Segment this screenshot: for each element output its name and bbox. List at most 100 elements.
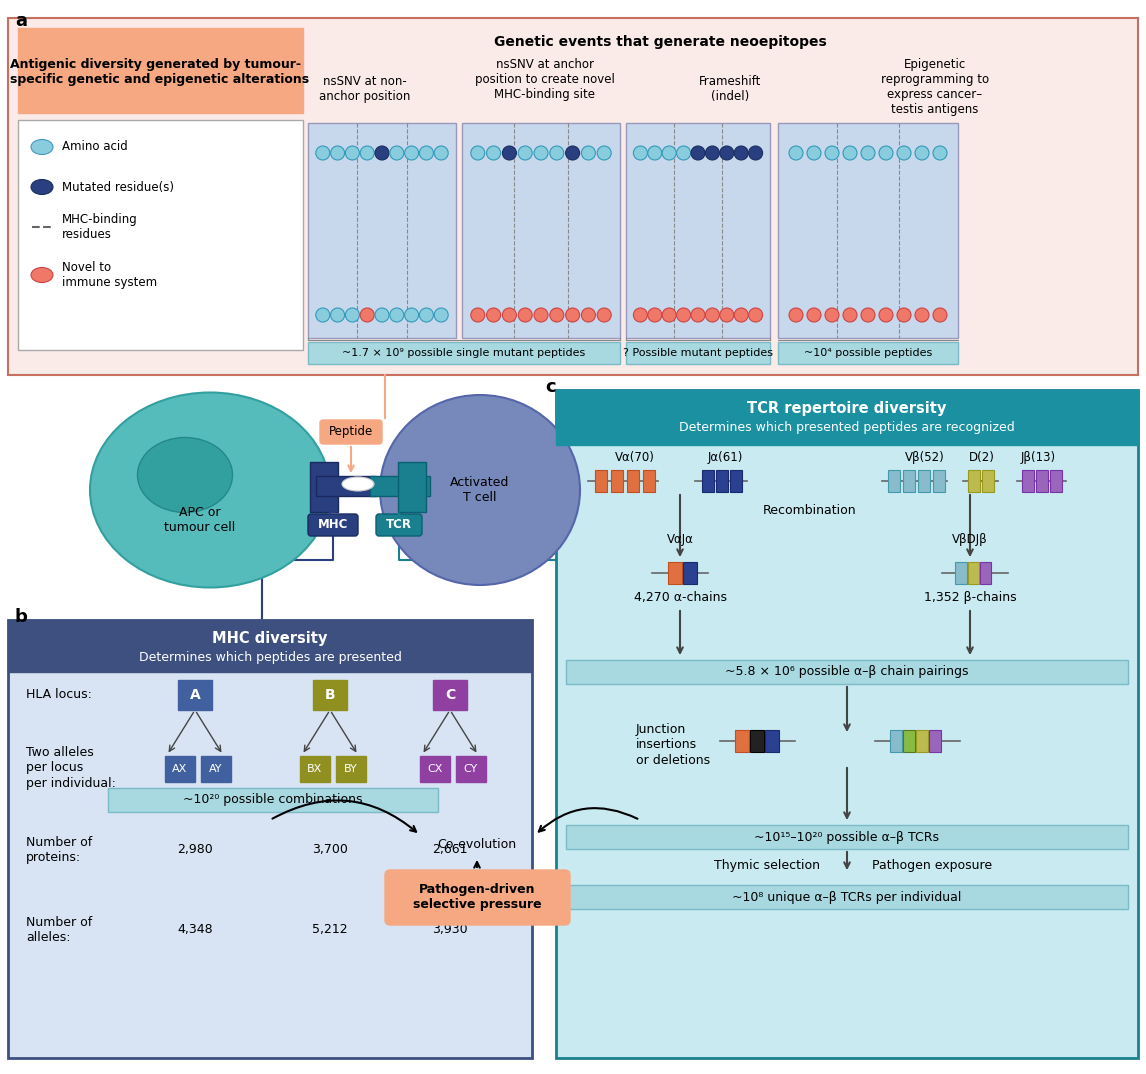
Bar bbox=[888, 470, 900, 492]
Text: MHC-binding
residues: MHC-binding residues bbox=[62, 213, 138, 241]
Text: Junction
insertions
or deletions: Junction insertions or deletions bbox=[636, 724, 711, 767]
Ellipse shape bbox=[518, 308, 532, 322]
Ellipse shape bbox=[691, 146, 705, 160]
Ellipse shape bbox=[434, 308, 448, 322]
Ellipse shape bbox=[879, 146, 893, 160]
Text: nsSNV at anchor
position to create novel
MHC-binding site: nsSNV at anchor position to create novel… bbox=[476, 58, 615, 101]
Ellipse shape bbox=[720, 146, 733, 160]
Bar bbox=[968, 470, 980, 492]
Ellipse shape bbox=[31, 267, 53, 282]
Ellipse shape bbox=[861, 308, 876, 322]
Bar bbox=[955, 562, 967, 584]
Bar bbox=[778, 124, 958, 338]
Ellipse shape bbox=[748, 308, 762, 322]
Ellipse shape bbox=[566, 146, 580, 160]
Ellipse shape bbox=[419, 146, 433, 160]
Text: ~1.7 × 10⁹ possible single mutant peptides: ~1.7 × 10⁹ possible single mutant peptid… bbox=[343, 348, 586, 358]
Ellipse shape bbox=[550, 146, 564, 160]
Text: Vα(70): Vα(70) bbox=[615, 451, 654, 464]
Text: Thymic selection: Thymic selection bbox=[714, 858, 821, 871]
Bar bbox=[108, 788, 438, 812]
Ellipse shape bbox=[471, 146, 485, 160]
Ellipse shape bbox=[390, 146, 403, 160]
Bar bbox=[8, 620, 532, 1058]
Bar bbox=[918, 470, 931, 492]
Text: Jβ(13): Jβ(13) bbox=[1020, 451, 1055, 464]
Bar bbox=[8, 18, 1138, 375]
Ellipse shape bbox=[434, 146, 448, 160]
Bar bbox=[316, 476, 376, 496]
Ellipse shape bbox=[31, 179, 53, 194]
Ellipse shape bbox=[706, 146, 720, 160]
Text: Vβ(52): Vβ(52) bbox=[905, 451, 944, 464]
Bar bbox=[308, 342, 620, 364]
Text: 4,348: 4,348 bbox=[178, 924, 213, 937]
Ellipse shape bbox=[807, 308, 821, 322]
Bar bbox=[982, 470, 994, 492]
Ellipse shape bbox=[471, 308, 485, 322]
Bar bbox=[668, 562, 682, 584]
Bar bbox=[1036, 470, 1047, 492]
Text: 1,352 β-chains: 1,352 β-chains bbox=[924, 592, 1017, 605]
Text: Pathogen exposure: Pathogen exposure bbox=[872, 858, 992, 871]
Bar bbox=[929, 730, 941, 752]
Text: B: B bbox=[324, 688, 336, 702]
Bar bbox=[626, 342, 770, 364]
FancyBboxPatch shape bbox=[320, 420, 382, 444]
Bar bbox=[716, 470, 728, 492]
Text: HLA locus:: HLA locus: bbox=[26, 688, 92, 701]
Text: 3,700: 3,700 bbox=[312, 843, 348, 856]
Text: Activated
T cell: Activated T cell bbox=[450, 476, 510, 504]
Bar bbox=[730, 470, 741, 492]
Bar bbox=[890, 730, 902, 752]
Ellipse shape bbox=[788, 146, 803, 160]
Ellipse shape bbox=[360, 308, 375, 322]
Ellipse shape bbox=[735, 308, 748, 322]
Ellipse shape bbox=[933, 146, 947, 160]
Bar bbox=[916, 730, 928, 752]
Text: 5,212: 5,212 bbox=[312, 924, 348, 937]
Ellipse shape bbox=[825, 308, 839, 322]
Text: TCR repertoire diversity: TCR repertoire diversity bbox=[747, 401, 947, 416]
Text: MHC diversity: MHC diversity bbox=[212, 630, 328, 645]
Ellipse shape bbox=[676, 146, 691, 160]
Ellipse shape bbox=[807, 146, 821, 160]
Ellipse shape bbox=[375, 146, 388, 160]
FancyBboxPatch shape bbox=[385, 870, 570, 925]
Ellipse shape bbox=[390, 308, 403, 322]
Ellipse shape bbox=[345, 308, 360, 322]
Ellipse shape bbox=[330, 146, 345, 160]
Bar bbox=[456, 756, 486, 782]
Bar bbox=[595, 470, 607, 492]
Ellipse shape bbox=[647, 146, 661, 160]
Text: BY: BY bbox=[344, 764, 358, 774]
Text: Epigenetic
reprogramming to
express cancer–
testis antigens: Epigenetic reprogramming to express canc… bbox=[881, 58, 989, 116]
Text: A: A bbox=[189, 688, 201, 702]
Text: AX: AX bbox=[172, 764, 188, 774]
Ellipse shape bbox=[487, 308, 501, 322]
Bar bbox=[980, 562, 991, 584]
Ellipse shape bbox=[518, 146, 532, 160]
Text: Pathogen-driven
selective pressure: Pathogen-driven selective pressure bbox=[413, 883, 541, 911]
Ellipse shape bbox=[897, 308, 911, 322]
Ellipse shape bbox=[566, 308, 580, 322]
Bar bbox=[201, 756, 231, 782]
Text: BX: BX bbox=[307, 764, 323, 774]
Ellipse shape bbox=[375, 308, 388, 322]
Bar bbox=[766, 730, 779, 752]
Text: nsSNV at non-
anchor position: nsSNV at non- anchor position bbox=[320, 75, 410, 103]
Text: Number of
alleles:: Number of alleles: bbox=[26, 916, 92, 944]
Bar bbox=[778, 342, 958, 364]
Ellipse shape bbox=[735, 146, 748, 160]
Text: 3,930: 3,930 bbox=[432, 924, 468, 937]
Ellipse shape bbox=[502, 146, 517, 160]
Ellipse shape bbox=[634, 308, 647, 322]
Bar bbox=[933, 470, 945, 492]
Bar bbox=[419, 756, 450, 782]
Ellipse shape bbox=[861, 146, 876, 160]
Bar bbox=[556, 390, 1138, 445]
Text: ? Possible mutant peptides: ? Possible mutant peptides bbox=[623, 348, 774, 358]
Bar bbox=[311, 462, 338, 512]
Ellipse shape bbox=[316, 146, 330, 160]
Ellipse shape bbox=[825, 146, 839, 160]
